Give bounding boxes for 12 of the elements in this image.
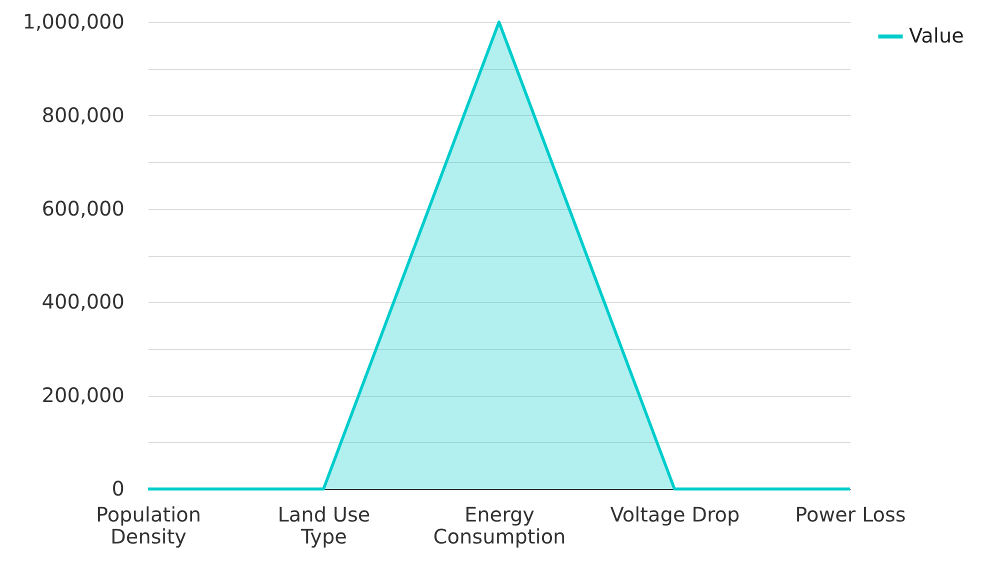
x-tick-label: Energy Consumption bbox=[433, 502, 566, 548]
y-tick-label: 600,000 bbox=[42, 196, 124, 220]
y-tick-label: 400,000 bbox=[42, 290, 124, 314]
y-tick-label: 800,000 bbox=[42, 102, 124, 127]
y-tick-label: 1,000,000 bbox=[22, 10, 124, 34]
y-tick-label: 200,000 bbox=[42, 383, 124, 408]
x-tick-label: Power Loss bbox=[795, 502, 906, 526]
x-tick-label: Land Use Type bbox=[278, 502, 370, 548]
legend-label: Value bbox=[909, 24, 964, 48]
x-tick-label: Population Density bbox=[96, 502, 202, 548]
y-tick-label: 0 bbox=[112, 476, 124, 500]
x-tick-label: Voltage Drop bbox=[610, 502, 740, 526]
